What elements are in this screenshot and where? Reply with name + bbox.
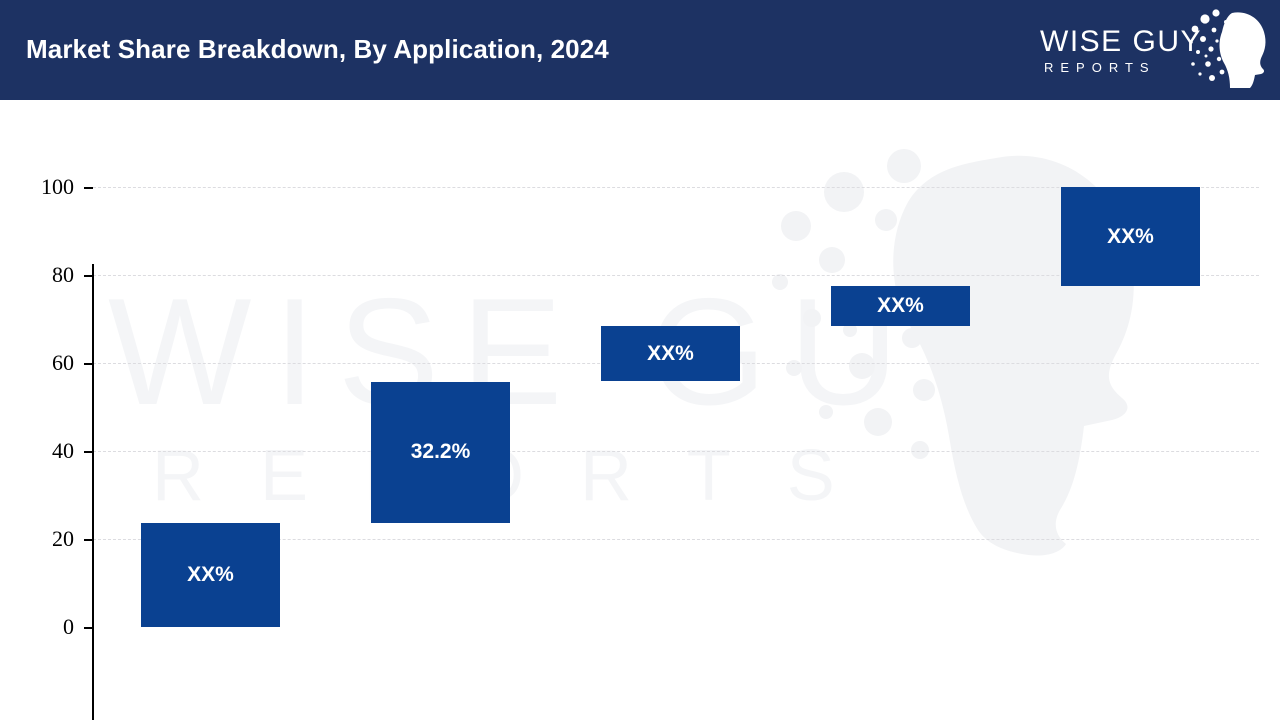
bar-aerospace[interactable]: XX% <box>601 325 740 382</box>
logo-wordmark: WISE GUY <box>1040 25 1203 58</box>
gridline-80 <box>93 275 1259 276</box>
page-title: Market Share Breakdown, By Application, … <box>26 34 609 64</box>
gridline-100 <box>93 187 1259 188</box>
wise-guy-reports-logo: WISE GUY REPORTS <box>1018 8 1272 92</box>
bar-label-hvac: XX% <box>1107 224 1154 248</box>
bar-label-automotive: XX% <box>187 563 234 587</box>
bar-label-marine: XX% <box>877 293 924 317</box>
bar-label-industrial-equipment: 32.2% <box>410 440 471 464</box>
y-tick-mark-60 <box>84 363 93 365</box>
chart-plot-area: WISE GUY REPORTS <box>0 100 1280 720</box>
dotted-head-silhouette-icon <box>1189 9 1266 89</box>
y-tick-mark-100 <box>84 187 93 189</box>
bar-hvac[interactable]: XX% <box>1061 187 1200 287</box>
bar-industrial-equipment[interactable]: 32.2% <box>371 381 510 524</box>
bar-automotive[interactable]: XX% <box>141 523 280 627</box>
y-tick-mark-20 <box>84 539 93 541</box>
gridline-20 <box>93 539 1259 540</box>
y-tick-label-80: 80 <box>52 262 74 287</box>
y-tick-label-20: 20 <box>52 526 74 551</box>
y-tick-label-0: 0 <box>63 614 74 639</box>
bar-label-aerospace: XX% <box>647 341 694 365</box>
y-axis-line <box>92 264 95 720</box>
header-bar: Market Share Breakdown, By Application, … <box>0 0 1280 100</box>
y-tick-mark-80 <box>84 275 93 277</box>
y-tick-label-100: 100 <box>41 174 74 199</box>
gridline-40 <box>93 451 1259 452</box>
logo-subwordmark: REPORTS <box>1044 60 1156 75</box>
bar-marine[interactable]: XX% <box>831 286 970 326</box>
y-tick-mark-40 <box>84 451 93 453</box>
y-tick-mark-0 <box>84 627 93 629</box>
y-tick-label-40: 40 <box>52 438 74 463</box>
y-tick-label-60: 60 <box>52 350 74 375</box>
